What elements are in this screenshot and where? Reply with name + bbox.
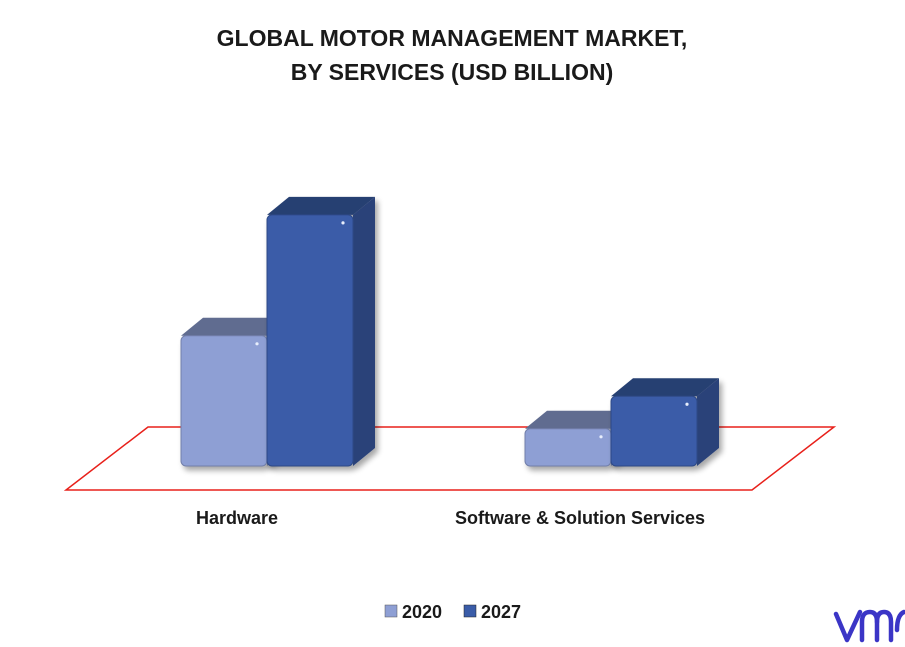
category-labels: Hardware Software & Solution Services bbox=[196, 508, 705, 528]
bar-front-face bbox=[266, 214, 354, 467]
bar-front-face bbox=[524, 428, 612, 467]
bar-highlight bbox=[599, 435, 603, 439]
legend: 2020 2027 bbox=[384, 602, 521, 622]
bar-top-face bbox=[611, 378, 719, 397]
bar-side-face bbox=[353, 196, 375, 466]
bar-software-solution-services-2027 bbox=[610, 378, 719, 467]
bars-layer bbox=[180, 196, 719, 467]
bar-top-face bbox=[525, 410, 633, 429]
chart-title-line-1: GLOBAL MOTOR MANAGEMENT MARKET, bbox=[217, 25, 688, 51]
bar-top-face bbox=[267, 196, 375, 215]
bar-front-face bbox=[610, 395, 698, 467]
bar-front-face bbox=[180, 335, 268, 467]
chart-title: GLOBAL MOTOR MANAGEMENT MARKET, BY SERVI… bbox=[217, 25, 688, 85]
bar-top-face bbox=[181, 317, 289, 336]
legend-label-2020: 2020 bbox=[402, 602, 442, 622]
legend-label-2027: 2027 bbox=[481, 602, 521, 622]
bar-hardware-2027 bbox=[266, 196, 375, 467]
category-label-hardware: Hardware bbox=[196, 508, 278, 528]
bar-highlight bbox=[341, 221, 345, 225]
category-label-software-solution-services: Software & Solution Services bbox=[455, 508, 705, 528]
bar-highlight bbox=[255, 342, 259, 346]
vmr-logo-icon bbox=[833, 609, 905, 643]
chart-title-line-2: BY SERVICES (USD BILLION) bbox=[291, 59, 613, 85]
bar-highlight bbox=[685, 402, 689, 406]
legend-swatch-2020 bbox=[384, 604, 398, 618]
bar-side-face bbox=[697, 378, 719, 466]
legend-swatch-2027 bbox=[463, 604, 477, 618]
